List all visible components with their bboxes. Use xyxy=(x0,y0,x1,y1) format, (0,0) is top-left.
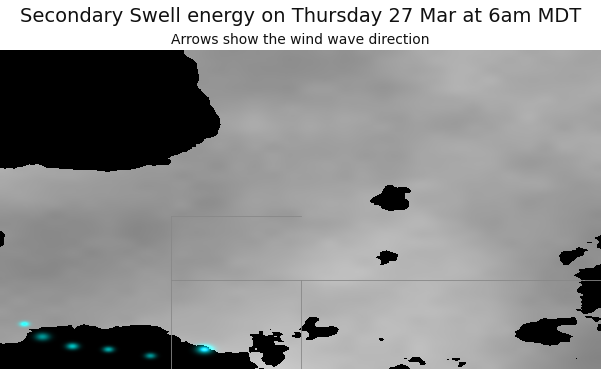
Text: Arrows show the wind wave direction: Arrows show the wind wave direction xyxy=(171,33,430,47)
Text: Secondary Swell energy on Thursday 27 Mar at 6am MDT: Secondary Swell energy on Thursday 27 Ma… xyxy=(20,7,581,25)
